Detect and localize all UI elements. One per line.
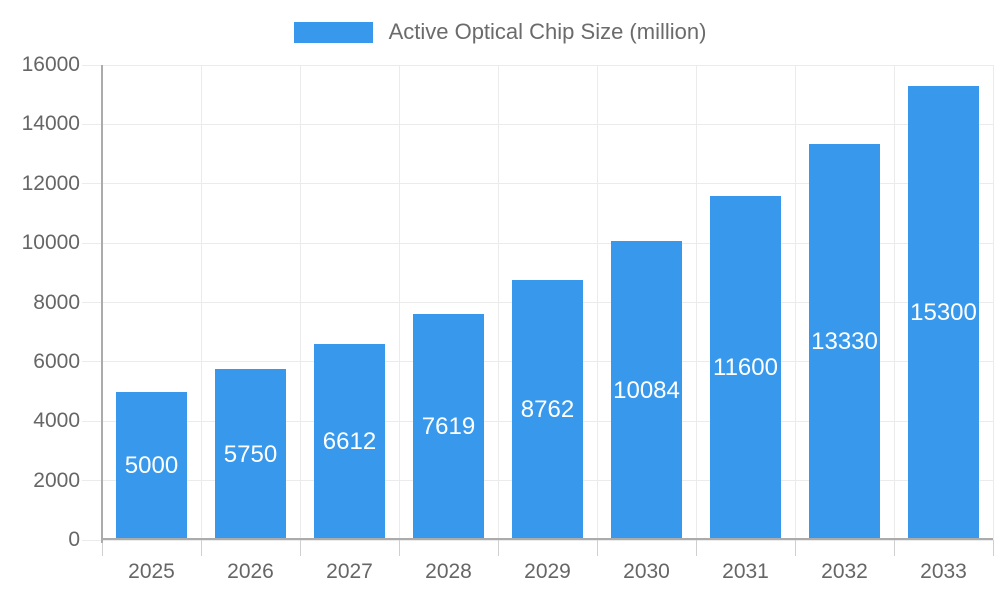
bar-value-label: 7619 (421, 413, 476, 440)
bar-2026[interactable]: 5750 (215, 369, 286, 540)
x-tick-label: 2031 (722, 560, 769, 583)
gridline-h (82, 123, 993, 125)
gridline-h (82, 242, 993, 244)
x-tick-label: 2033 (920, 560, 967, 583)
legend-swatch (293, 21, 373, 43)
y-tick-label: 6000 (33, 349, 80, 373)
x-tick-label: 2027 (326, 560, 373, 583)
x-tick (696, 540, 697, 556)
bar-value-label: 5000 (124, 452, 179, 479)
x-tick-label: 2028 (425, 560, 472, 583)
bar-value-label: 6612 (322, 428, 377, 455)
gridline-v (993, 65, 994, 540)
x-tick-label: 2029 (524, 560, 571, 583)
gridline-v (597, 65, 598, 540)
x-axis-line (102, 538, 993, 540)
gridline-h (82, 64, 993, 66)
gridline-v (498, 65, 499, 540)
y-tick-label: 0 (68, 528, 80, 551)
gridline-h (82, 539, 993, 541)
y-tick-label: 8000 (33, 290, 80, 314)
gridline-v (399, 65, 400, 540)
gridline-v (795, 65, 796, 540)
y-tick-label: 10000 (21, 231, 80, 255)
bar-value-label: 11600 (713, 354, 778, 381)
gridline-h (82, 183, 993, 185)
y-tick-label: 12000 (21, 171, 80, 195)
bar-2029[interactable]: 8762 (512, 280, 583, 540)
x-tick (894, 540, 895, 556)
x-tick-label: 2032 (821, 560, 868, 583)
x-tick (201, 540, 202, 556)
bar-value-label: 13330 (811, 328, 878, 355)
x-tick-label: 2026 (227, 560, 274, 583)
x-tick (795, 540, 796, 556)
y-tick-label: 2000 (33, 468, 80, 492)
y-tick-label: 16000 (21, 53, 80, 76)
legend-label: Active Optical Chip Size (million) (388, 19, 707, 44)
bar-2033[interactable]: 15300 (908, 86, 979, 540)
x-tick (102, 540, 103, 556)
x-tick-label: 2030 (623, 560, 670, 583)
y-axis-labels: 0 2000 4000 6000 8000 10000 12000 14000 16000 (0, 53, 80, 551)
bar-value-label: 15300 (910, 299, 977, 326)
gridline-v (696, 65, 697, 540)
y-tick-label: 14000 (21, 112, 80, 136)
x-tick (597, 540, 598, 556)
bar-2025[interactable]: 5000 (116, 392, 187, 540)
legend[interactable]: Active Optical Chip Size (million) (0, 19, 1000, 45)
bar-value-label: 8762 (520, 396, 575, 423)
bar-2032[interactable]: 13330 (809, 144, 880, 540)
bar-2031[interactable]: 11600 (710, 196, 781, 540)
x-tick (993, 540, 994, 556)
x-tick-label: 2025 (128, 560, 175, 583)
y-axis-line (101, 65, 103, 543)
bar-2028[interactable]: 7619 (413, 314, 484, 540)
y-tick-label: 4000 (33, 409, 80, 433)
gridline-v (894, 65, 895, 540)
plot-area: 5000 2025 5750 2026 6612 2027 7619 2028 8762 2029… (82, 64, 994, 583)
x-tick (399, 540, 400, 556)
bar-2030[interactable]: 10084 (611, 241, 682, 540)
bar-value-label: 10084 (613, 376, 680, 404)
bar-value-label: 5750 (223, 440, 278, 468)
x-tick (300, 540, 301, 556)
bar-2027[interactable]: 6612 (314, 344, 385, 540)
x-tick (498, 540, 499, 556)
gridline-v (300, 65, 301, 540)
gridline-v (201, 65, 202, 540)
